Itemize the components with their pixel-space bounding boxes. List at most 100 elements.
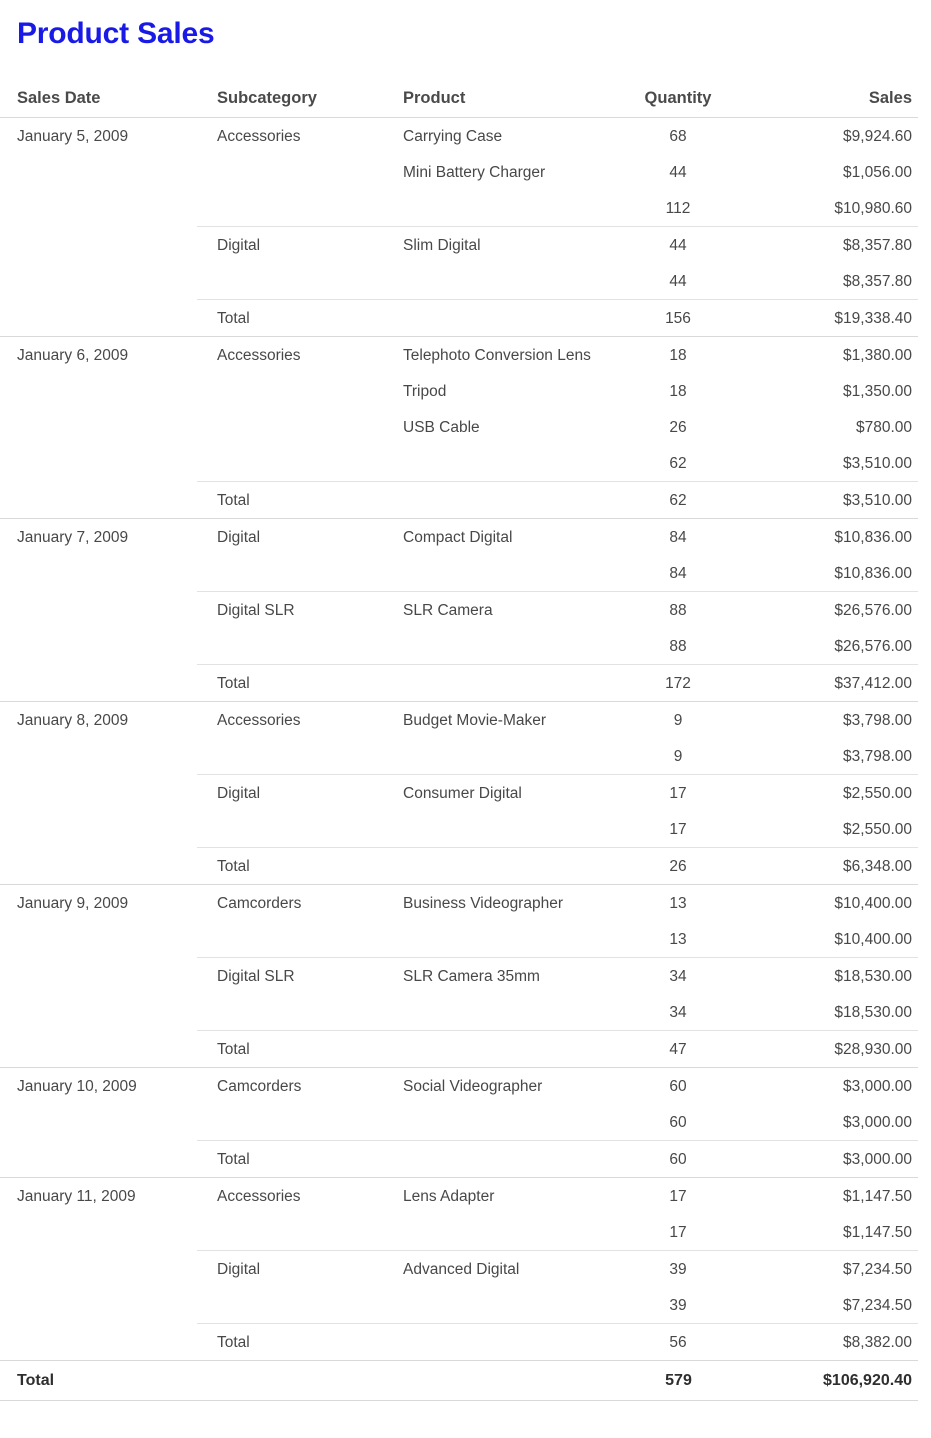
separator-bar — [0, 1067, 918, 1068]
cell-product — [400, 1214, 637, 1250]
cell-subcategory: Accessories — [217, 712, 301, 729]
cell-quantity: 18 — [669, 383, 687, 400]
subcategory-subtotal-row: 17 $2,550.00 — [0, 811, 918, 847]
date-total-row: Total 172 $37,412.00 — [0, 665, 918, 701]
date-group-separator — [0, 1067, 918, 1068]
subcategory-subtotal-row: 13 $10,400.00 — [0, 921, 918, 957]
cell-product: SLR Camera — [403, 602, 493, 619]
cell-date-total-sales: $6,348.00 — [843, 858, 912, 875]
table-row: Digital Consumer Digital 17 $2,550.00 — [0, 775, 918, 811]
grand-total-separator-top — [0, 1360, 918, 1361]
table-row: USB Cable 26 $780.00 — [0, 409, 918, 445]
column-header-subcategory[interactable]: Subcategory — [217, 89, 317, 107]
cell-subcategory: Digital — [217, 529, 261, 546]
separator-bar — [0, 336, 918, 337]
cell-quantity: 34 — [669, 968, 687, 985]
cell-subcategory — [197, 1104, 400, 1140]
cell-sales-date — [0, 445, 197, 481]
cell-product: Mini Battery Charger — [403, 164, 546, 181]
cell-subcategory — [197, 263, 400, 299]
separator-bar — [197, 481, 918, 482]
cell-sales-date — [0, 1104, 197, 1140]
cell-sales: $18,530.00 — [834, 968, 912, 985]
date-group-separator — [0, 1177, 918, 1178]
cell-subcategory: Digital — [217, 785, 261, 802]
cell-subcategory — [197, 445, 400, 481]
cell-product — [400, 848, 637, 884]
cell-sales-date — [0, 409, 197, 445]
column-header-sales[interactable]: Sales — [868, 89, 912, 107]
cell-sales-date — [0, 227, 197, 263]
cell-subtotal-sales: $10,980.60 — [834, 200, 912, 217]
cell-product — [400, 1031, 637, 1067]
separator-bar — [0, 884, 918, 885]
column-header-quantity[interactable]: Quantity — [644, 89, 712, 107]
cell-product — [400, 994, 637, 1030]
cell-sales-date — [0, 738, 197, 774]
cell-quantity: 39 — [669, 1261, 687, 1278]
column-header-sales-date[interactable]: Sales Date — [17, 89, 101, 107]
grand-total-label: Total — [17, 1372, 55, 1389]
cell-sales: $3,000.00 — [843, 1078, 912, 1095]
cell-subtotal-sales: $18,530.00 — [834, 1004, 912, 1021]
cell-quantity: 18 — [669, 347, 687, 364]
cell-quantity: 84 — [669, 529, 687, 546]
subcategory-subtotal-row: 17 $1,147.50 — [0, 1214, 918, 1250]
cell-date-total-label: Total — [217, 1151, 250, 1168]
cell-quantity: 88 — [669, 602, 687, 619]
cell-subcategory — [197, 738, 400, 774]
cell-sales: $10,836.00 — [834, 529, 912, 546]
subcategory-subtotal-row: 9 $3,798.00 — [0, 738, 918, 774]
subcategory-subtotal-row: 112 $10,980.60 — [0, 190, 918, 226]
cell-subtotal-quantity: 44 — [669, 273, 687, 290]
cell-date-total-sales: $3,510.00 — [843, 492, 912, 509]
cell-subcategory — [197, 409, 400, 445]
cell-subtotal-sales: $26,576.00 — [834, 638, 912, 655]
table-row: Digital Advanced Digital 39 $7,234.50 — [0, 1251, 918, 1287]
cell-product: Advanced Digital — [403, 1261, 520, 1278]
cell-product — [400, 665, 637, 701]
cell-product: Lens Adapter — [403, 1188, 495, 1205]
cell-subtotal-quantity: 34 — [669, 1004, 687, 1021]
cell-subtotal-quantity: 88 — [669, 638, 687, 655]
separator-bar — [197, 664, 918, 665]
cell-product: Business Videographer — [403, 895, 563, 912]
cell-subcategory — [197, 190, 400, 226]
date-group-separator — [0, 336, 918, 337]
cell-sales-date: January 5, 2009 — [17, 128, 129, 145]
column-header-product[interactable]: Product — [403, 89, 466, 107]
cell-sales-date: January 6, 2009 — [17, 347, 129, 364]
cell-date-total-quantity: 60 — [669, 1151, 687, 1168]
table-footer: Total 579 $106,920.40 — [0, 1360, 918, 1401]
cell-product — [400, 921, 637, 957]
cell-date-total-label: Total — [217, 858, 250, 875]
subcategory-separator — [0, 1140, 918, 1141]
cell-sales: $3,798.00 — [843, 712, 912, 729]
cell-product — [400, 1141, 637, 1177]
cell-product: Slim Digital — [403, 237, 481, 254]
cell-sales-date — [0, 1251, 197, 1287]
cell-product — [400, 1104, 637, 1140]
cell-subtotal-quantity: 60 — [669, 1114, 687, 1131]
cell-sales-date: January 7, 2009 — [17, 529, 129, 546]
cell-sales: $2,550.00 — [843, 785, 912, 802]
separator-bar — [197, 1030, 918, 1031]
cell-date-total-sales: $37,412.00 — [834, 675, 912, 692]
cell-sales: $1,056.00 — [843, 164, 912, 181]
cell-sales: $1,380.00 — [843, 347, 912, 364]
separator-bar — [197, 847, 918, 848]
separator-bar — [197, 1323, 918, 1324]
cell-subtotal-quantity: 13 — [669, 931, 687, 948]
grand-total-separator-bottom — [0, 1400, 918, 1401]
cell-subcategory — [197, 921, 400, 957]
grand-total-row: Total 579 $106,920.40 — [0, 1361, 918, 1400]
cell-product — [400, 300, 637, 336]
grand-total-quantity: 579 — [665, 1372, 692, 1389]
cell-sales-date — [0, 921, 197, 957]
cell-sales: $7,234.50 — [843, 1261, 912, 1278]
subcategory-subtotal-row: 84 $10,836.00 — [0, 555, 918, 591]
cell-subtotal-sales: $8,357.80 — [843, 273, 912, 290]
cell-date-total-quantity: 156 — [665, 310, 691, 327]
cell-sales: $26,576.00 — [834, 602, 912, 619]
